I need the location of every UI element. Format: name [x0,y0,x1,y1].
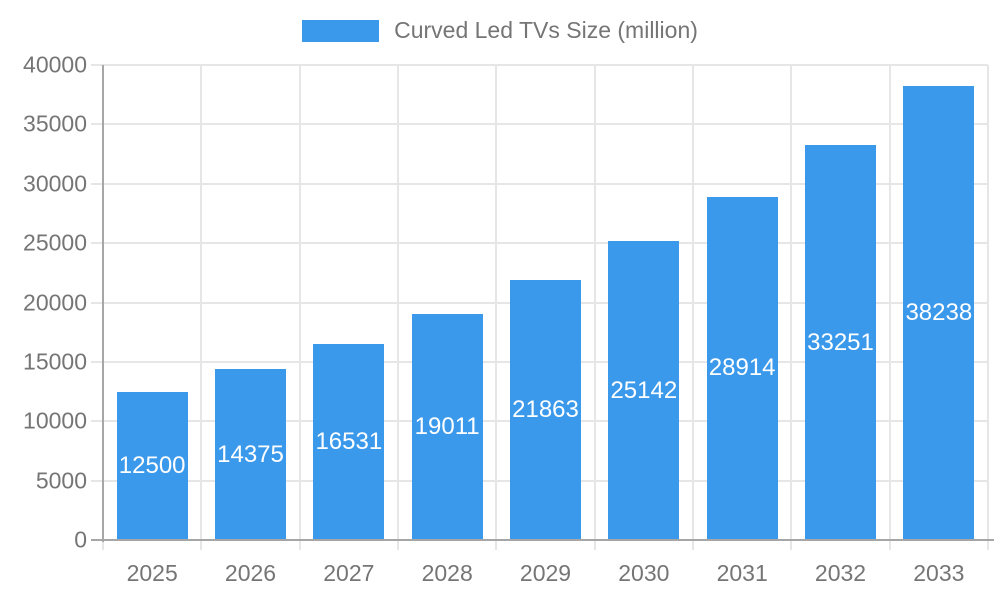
bar-value-label-2033: 38238 [905,298,973,326]
plot-area: 0 5000 10000 15000 20000 25000 30000 35000 40000… [23,52,994,586]
y-axis-tick-label-5000: 5000 [35,467,87,494]
bar-value-label-2027: 16531 [315,427,383,455]
x-axis-tick-label-2027: 2027 [323,560,375,586]
x-axis-tick-label-2033: 2033 [913,560,965,586]
bar-2032[interactable]: 33251 [805,145,876,540]
x-axis-tick-label-2032: 2032 [814,560,867,586]
v-gridline-1 [200,65,203,550]
v-gridline-6 [692,65,694,550]
v-gridline-9 [987,65,989,550]
v-gridline-8 [888,65,891,550]
y-axis-tick-label-30000: 30000 [23,170,87,197]
bar-value-label-2026: 14375 [217,440,284,468]
y-axis-tick-label-0: 0 [74,526,87,553]
bar-value-label-2029: 21863 [512,396,579,424]
y-axis-tick-label-15000: 15000 [23,348,87,375]
bar-2025[interactable]: 12500 [116,391,188,540]
x-axis-tick-label-2029: 2029 [519,560,572,586]
bar-2030[interactable]: 25142 [608,241,680,540]
v-gridline-5 [593,65,596,550]
x-axis-tick-label-2025: 2025 [126,560,178,586]
y-axis-tick-label-35000: 35000 [23,110,87,137]
x-axis-tick-label-2026: 2026 [224,560,277,586]
v-gridline-7 [790,65,793,550]
bar-value-label-2031: 28914 [708,354,776,382]
v-gridline-3 [397,65,399,550]
bar-value-label-2025: 12500 [118,451,186,479]
h-gridline-30000 [91,182,988,185]
h-gridline-40000 [91,64,988,66]
v-gridline-4 [495,65,498,550]
x-axis-tick-label-2028: 2028 [421,560,473,586]
chart-legend[interactable]: Curved Led TVs Size (million) [0,17,1000,43]
x-axis-tick-label-2031: 2031 [716,560,768,586]
h-gridline-35000 [91,123,988,126]
x-axis-tick-label-2030: 2030 [618,560,670,586]
bar-2033[interactable]: 38238 [903,85,975,540]
bar-2029[interactable]: 21863 [510,280,581,540]
y-axis-tick-label-10000: 10000 [23,407,87,434]
v-gridline-0 [102,540,104,550]
legend-swatch-icon [302,19,380,42]
bar-2026[interactable]: 14375 [215,369,286,540]
y-axis-tick-label-25000: 25000 [23,229,87,256]
bar-2028[interactable]: 19011 [411,314,483,540]
bar-2031[interactable]: 28914 [706,196,778,540]
bar-2027[interactable]: 16531 [313,343,385,540]
y-axis-line [102,65,104,542]
bar-value-label-2032: 33251 [807,328,874,356]
bar-value-label-2028: 19011 [414,413,480,441]
y-axis-tick-label-40000: 40000 [23,51,87,78]
v-gridline-2 [298,65,301,550]
legend-label: Curved Led TVs Size (million) [394,17,698,43]
y-axis-tick-label-20000: 20000 [23,289,87,315]
x-axis-line [91,539,994,541]
bar-value-label-2030: 25142 [610,376,678,404]
h-gridline-25000 [91,242,988,245]
